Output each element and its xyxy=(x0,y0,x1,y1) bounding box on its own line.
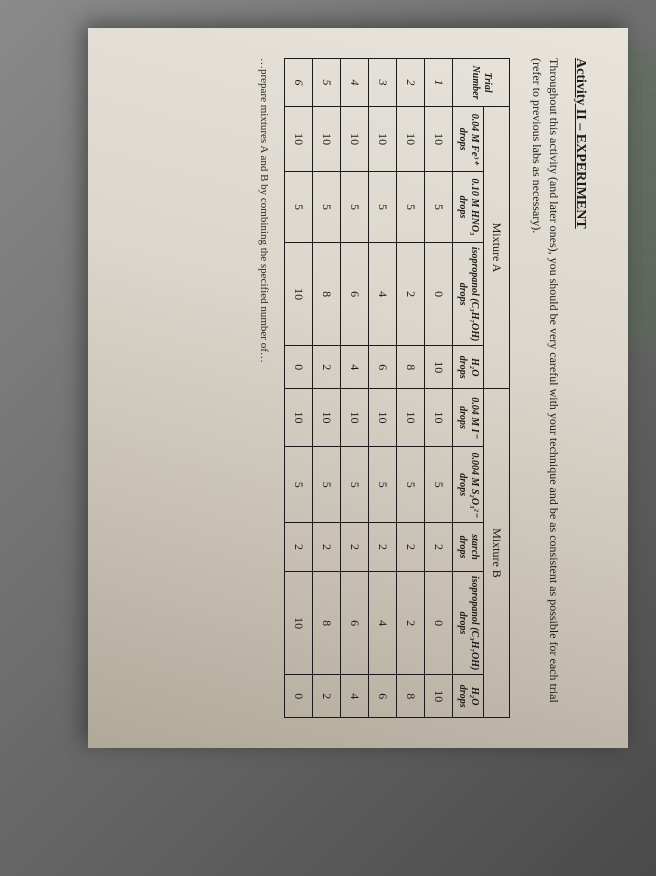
mixture-a-header: Mixture A xyxy=(484,107,510,389)
data-cell-a: 10 xyxy=(425,107,453,172)
col-b-2: starch drops xyxy=(453,523,484,571)
document-paper: Activity II – EXPERIMENT Throughout this… xyxy=(88,28,628,748)
trial-number-cell: 6 xyxy=(285,59,313,107)
data-cell-a: 8 xyxy=(313,242,341,346)
data-cell-a: 10 xyxy=(313,107,341,172)
col-b-0: 0.04 M I⁻ drops xyxy=(453,388,484,446)
data-cell-b: 5 xyxy=(397,447,425,523)
data-cell-b: 2 xyxy=(425,523,453,571)
data-cell-b: 6 xyxy=(369,675,397,718)
data-cell-a: 5 xyxy=(425,172,453,243)
data-cell-b: 8 xyxy=(313,571,341,675)
trial-number-cell: 4 xyxy=(341,59,369,107)
data-cell-a: 0 xyxy=(425,242,453,346)
experiment-table: Trial Number Mixture A Mixture B 0.04 M … xyxy=(284,58,510,718)
data-cell-b: 8 xyxy=(397,675,425,718)
col-a-2: isopropanol (C₃H₇OH) drops xyxy=(453,242,484,346)
data-cell-b: 10 xyxy=(369,388,397,446)
col-a-0: 0.04 M Fe³⁺ drops xyxy=(453,107,484,172)
data-cell-b: 0 xyxy=(285,675,313,718)
data-cell-b: 4 xyxy=(341,675,369,718)
data-cell-b: 5 xyxy=(341,447,369,523)
col-b-4: H₂O drops xyxy=(453,675,484,718)
data-cell-b: 2 xyxy=(397,523,425,571)
data-cell-a: 10 xyxy=(397,107,425,172)
table-row: 510582105282 xyxy=(313,59,341,718)
col-b-3: isopropanol (C₃H₇OH) drops xyxy=(453,571,484,675)
trial-number-cell: 2 xyxy=(397,59,425,107)
data-cell-a: 6 xyxy=(341,242,369,346)
data-cell-a: 4 xyxy=(369,242,397,346)
col-a-3: H₂O drops xyxy=(453,346,484,389)
data-cell-b: 5 xyxy=(369,447,397,523)
table-row: 210528105228 xyxy=(397,59,425,718)
data-cell-b: 5 xyxy=(285,447,313,523)
table-row: 61051001052100 xyxy=(285,59,313,718)
data-cell-b: 2 xyxy=(313,523,341,571)
data-cell-b: 5 xyxy=(425,447,453,523)
document-content: Activity II – EXPERIMENT Throughout this… xyxy=(258,58,588,718)
data-cell-b: 2 xyxy=(285,523,313,571)
data-cell-b: 2 xyxy=(397,571,425,675)
data-cell-a: 8 xyxy=(397,346,425,389)
col-b-1: 0.004 M S₂O₃²⁻ drops xyxy=(453,447,484,523)
data-cell-a: 10 xyxy=(285,107,313,172)
data-cell-a: 6 xyxy=(369,346,397,389)
table-row: 11050101052010 xyxy=(425,59,453,718)
data-cell-b: 10 xyxy=(425,675,453,718)
data-cell-b: 0 xyxy=(425,571,453,675)
data-cell-a: 10 xyxy=(369,107,397,172)
intro-paragraph: Throughout this activity (and later ones… xyxy=(528,58,562,718)
data-cell-b: 10 xyxy=(425,388,453,446)
data-cell-b: 4 xyxy=(369,571,397,675)
data-cell-a: 4 xyxy=(341,346,369,389)
data-cell-b: 5 xyxy=(313,447,341,523)
data-cell-b: 6 xyxy=(341,571,369,675)
data-cell-a: 2 xyxy=(397,242,425,346)
trial-number-cell: 3 xyxy=(369,59,397,107)
data-cell-a: 10 xyxy=(285,242,313,346)
data-cell-b: 10 xyxy=(285,571,313,675)
activity-title: Activity II – EXPERIMENT xyxy=(572,58,588,718)
trial-number-cell: 1 xyxy=(425,59,453,107)
table-row: 310546105246 xyxy=(369,59,397,718)
data-cell-b: 2 xyxy=(341,523,369,571)
data-cell-b: 10 xyxy=(397,388,425,446)
data-cell-b: 2 xyxy=(369,523,397,571)
footer-text: …prepare mixtures A and B by combining t… xyxy=(258,58,270,718)
data-cell-b: 10 xyxy=(313,388,341,446)
trial-header: Trial Number xyxy=(453,59,510,107)
data-cell-b: 10 xyxy=(341,388,369,446)
col-a-1: 0.10 M HNO₃ drops xyxy=(453,172,484,243)
data-cell-b: 2 xyxy=(313,675,341,718)
data-cell-a: 5 xyxy=(285,172,313,243)
data-cell-a: 10 xyxy=(341,107,369,172)
data-cell-a: 5 xyxy=(397,172,425,243)
mixture-b-header: Mixture B xyxy=(484,388,510,717)
data-cell-a: 10 xyxy=(425,346,453,389)
table-row: 410564105264 xyxy=(341,59,369,718)
data-cell-a: 0 xyxy=(285,346,313,389)
data-cell-a: 5 xyxy=(341,172,369,243)
data-cell-b: 10 xyxy=(285,388,313,446)
data-cell-a: 5 xyxy=(369,172,397,243)
data-cell-a: 5 xyxy=(313,172,341,243)
data-cell-a: 2 xyxy=(313,346,341,389)
trial-number-cell: 5 xyxy=(313,59,341,107)
